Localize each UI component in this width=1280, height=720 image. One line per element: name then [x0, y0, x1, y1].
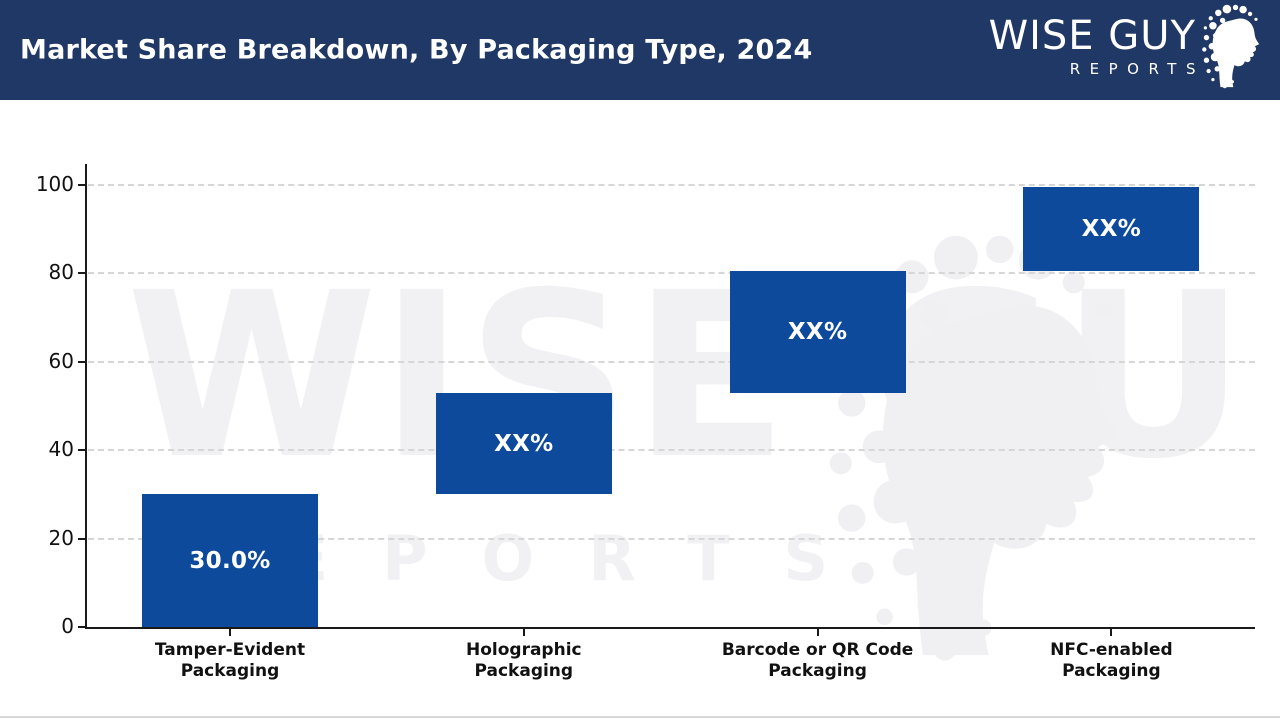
y-tick-label-0: 0 [61, 614, 74, 638]
y-tick-0 [78, 626, 85, 628]
logo-wiseguy-label: WISE GUY [988, 13, 1196, 59]
y-axis-line [85, 164, 87, 629]
y-tick-20 [78, 537, 85, 540]
y-tick-label-80: 80 [48, 260, 74, 285]
y-tick-60 [78, 360, 85, 363]
y-tick-label-20: 20 [48, 525, 74, 550]
y-tick-label-40: 40 [48, 437, 74, 462]
bar-segment-1: 30.0% [142, 494, 318, 627]
x-category-label-1: Tamper-Evident Packaging [154, 640, 306, 681]
gridline-40 [88, 449, 1255, 452]
chart-title: Market Share Breakdown, By Packaging Typ… [20, 34, 813, 66]
y-tick-100 [78, 184, 85, 186]
y-tick-80 [78, 272, 85, 275]
bar-segment-3: XX% [729, 271, 906, 393]
x-tick-1 [229, 629, 231, 636]
dotted-head-icon [1200, 4, 1270, 96]
y-tick-label-60: 60 [48, 348, 74, 373]
gridline-100 [88, 184, 1255, 186]
wiseguy-logo-text: WISE GUY REPORTS [989, 16, 1196, 78]
bar-value-label-4: XX% [1081, 216, 1142, 243]
bar-value-label-2: XX% [494, 430, 554, 457]
gridline-20 [88, 537, 1255, 540]
x-category-label-2: Holographic Packaging [465, 640, 582, 681]
x-tick-3 [816, 629, 819, 636]
header-banner: Market Share Breakdown, By Packaging Typ… [0, 0, 1280, 100]
bar-segment-4: XX% [1023, 187, 1200, 272]
x-category-label-4: NFC-enabled Packaging [1050, 640, 1173, 681]
x-axis-line [85, 627, 1255, 629]
x-tick-4 [1110, 629, 1113, 636]
bottom-border-line [0, 716, 1280, 718]
bar-value-label-3: XX% [787, 318, 848, 345]
wiseguy-logo: WISE GUY REPORTS [989, 0, 1270, 100]
x-category-label-3: Barcode or QR Code Packaging [721, 640, 914, 681]
gridline-80 [88, 272, 1255, 275]
y-tick-label-100: 100 [35, 172, 74, 196]
bar-segment-2: XX% [435, 392, 612, 495]
bar-value-label-1: 30.0% [189, 547, 271, 574]
gridline-60 [88, 360, 1255, 363]
x-tick-2 [522, 629, 525, 636]
logo-reports-label: REPORTS [1069, 60, 1205, 78]
y-tick-40 [78, 449, 85, 452]
